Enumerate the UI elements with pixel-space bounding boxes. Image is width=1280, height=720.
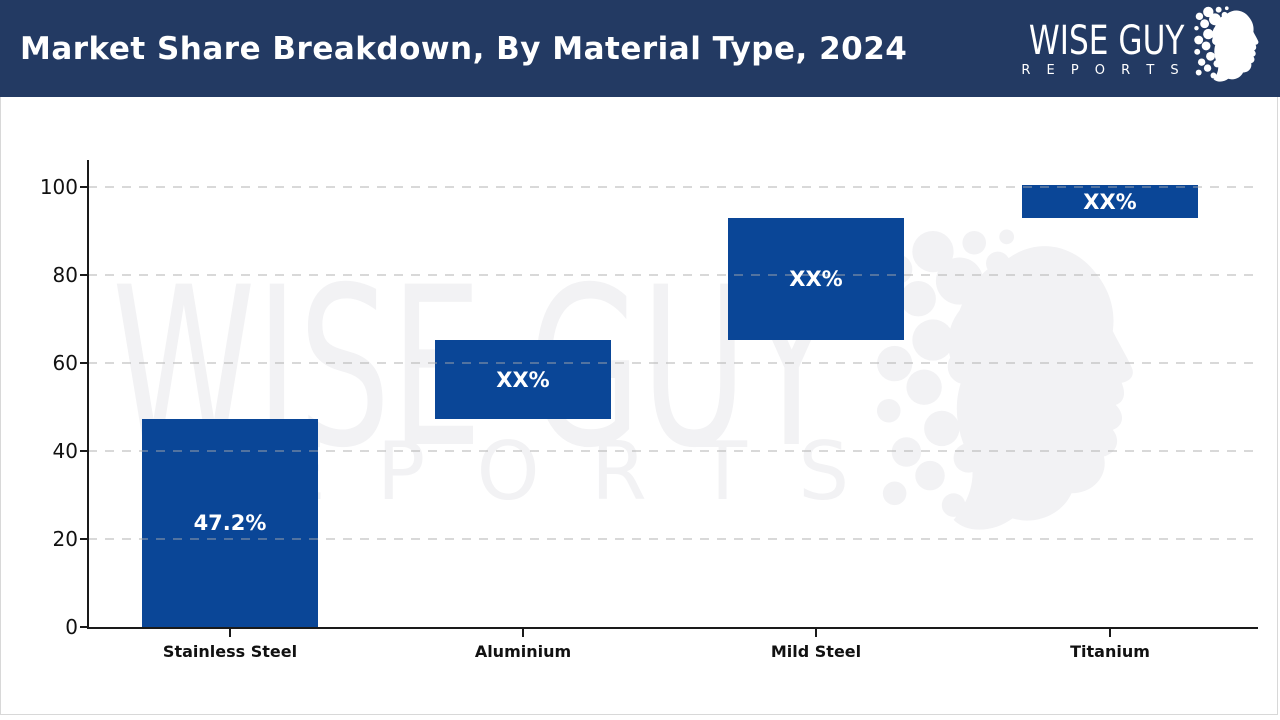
- gridline: [88, 186, 1258, 188]
- brand-logo: WISE GUY R E P O R T S: [1008, 6, 1266, 91]
- x-tick-label: Titanium: [1070, 642, 1150, 661]
- y-tick-label: 100: [39, 175, 78, 199]
- y-tick-label: 40: [52, 439, 78, 463]
- logo-title: WISE GUY: [1028, 17, 1185, 64]
- bar: [142, 419, 318, 627]
- x-axis-tick: [229, 629, 231, 637]
- logo-subtitle: R E P O R T S: [1021, 62, 1185, 78]
- y-tick-label: 80: [52, 263, 78, 287]
- logo-face-icon: [1194, 6, 1259, 82]
- bar-value-label: 47.2%: [193, 511, 267, 536]
- x-axis-line: [87, 627, 1258, 629]
- bar: [728, 218, 904, 341]
- x-tick-label: Mild Steel: [770, 642, 862, 661]
- y-axis-tick: [80, 626, 88, 628]
- x-tick-label: Stainless Steel: [162, 642, 298, 661]
- y-tick-label: 0: [65, 615, 78, 639]
- gridline: [88, 538, 1258, 540]
- bar-value-label: XX%: [1083, 189, 1137, 214]
- y-axis-tick: [80, 186, 88, 188]
- y-axis-line: [87, 160, 89, 629]
- y-axis-tick: [80, 538, 88, 540]
- y-axis-tick: [80, 450, 88, 452]
- y-tick-label: 60: [52, 351, 78, 375]
- bar: [1022, 184, 1198, 219]
- x-axis-tick: [1109, 629, 1111, 637]
- page-title: Market Share Breakdown, By Material Type…: [20, 30, 908, 67]
- gridline: [88, 274, 1258, 276]
- y-tick-label: 20: [52, 527, 78, 551]
- x-axis-tick: [815, 629, 817, 637]
- y-axis-tick: [80, 362, 88, 364]
- x-tick-label: Aluminium: [474, 642, 572, 661]
- y-axis-tick: [80, 274, 88, 276]
- bar-value-label: XX%: [789, 267, 843, 292]
- bar: [435, 340, 611, 420]
- x-axis-tick: [522, 629, 524, 637]
- header: Market Share Breakdown, By Material Type…: [0, 0, 1280, 97]
- gridline: [88, 362, 1258, 364]
- gridline: [88, 450, 1258, 452]
- bar-value-label: XX%: [496, 367, 550, 392]
- logo-wordmark: WISE GUY R E P O R T S: [1008, 20, 1198, 78]
